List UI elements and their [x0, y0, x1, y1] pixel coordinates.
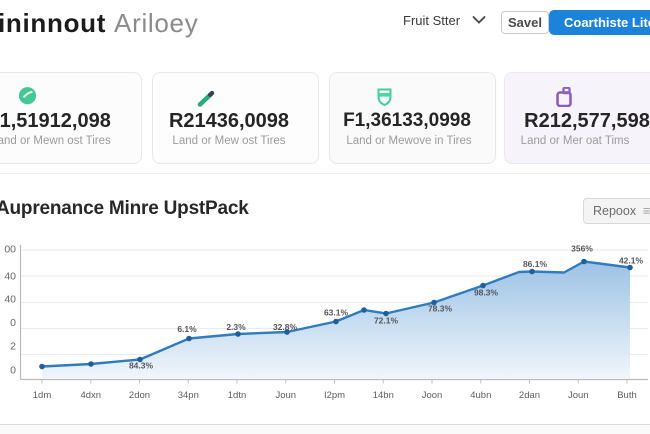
- svg-text:2.3%: 2.3%: [226, 322, 246, 332]
- svg-text:40: 40: [4, 294, 16, 306]
- svg-text:356%: 356%: [571, 244, 593, 254]
- svg-text:78.3%: 78.3%: [428, 304, 453, 314]
- svg-text:4dxn: 4dxn: [80, 390, 101, 401]
- svg-text:84.3%: 84.3%: [129, 361, 154, 371]
- svg-text:Joun: Joun: [275, 390, 296, 401]
- svg-text:1dm: 1dm: [33, 390, 52, 401]
- svg-text:63.1%: 63.1%: [324, 308, 349, 318]
- svg-text:98.3%: 98.3%: [474, 288, 499, 298]
- svg-text:2don: 2don: [129, 390, 150, 401]
- svg-text:14bn: 14bn: [373, 390, 394, 401]
- svg-text:Joon: Joon: [422, 390, 443, 401]
- svg-text:0: 0: [10, 365, 16, 377]
- svg-text:34pn: 34pn: [178, 390, 199, 401]
- svg-text:I2pm: I2pm: [324, 390, 345, 401]
- svg-text:6.1%: 6.1%: [177, 324, 197, 334]
- svg-text:1dtn: 1dtn: [228, 390, 247, 401]
- svg-text:72.1%: 72.1%: [374, 316, 399, 326]
- svg-text:32.8%: 32.8%: [273, 322, 298, 332]
- svg-text:00: 00: [4, 244, 16, 256]
- svg-text:40: 40: [4, 271, 16, 283]
- svg-text:4ubn: 4ubn: [470, 390, 491, 401]
- svg-text:42.1%: 42.1%: [619, 256, 644, 266]
- svg-text:Joun: Joun: [568, 390, 589, 401]
- svg-text:2dan: 2dan: [519, 390, 540, 401]
- svg-text:2: 2: [10, 341, 16, 353]
- svg-text:Buth: Buth: [617, 390, 637, 401]
- svg-text:0: 0: [10, 317, 16, 329]
- svg-text:86.1%: 86.1%: [523, 259, 548, 269]
